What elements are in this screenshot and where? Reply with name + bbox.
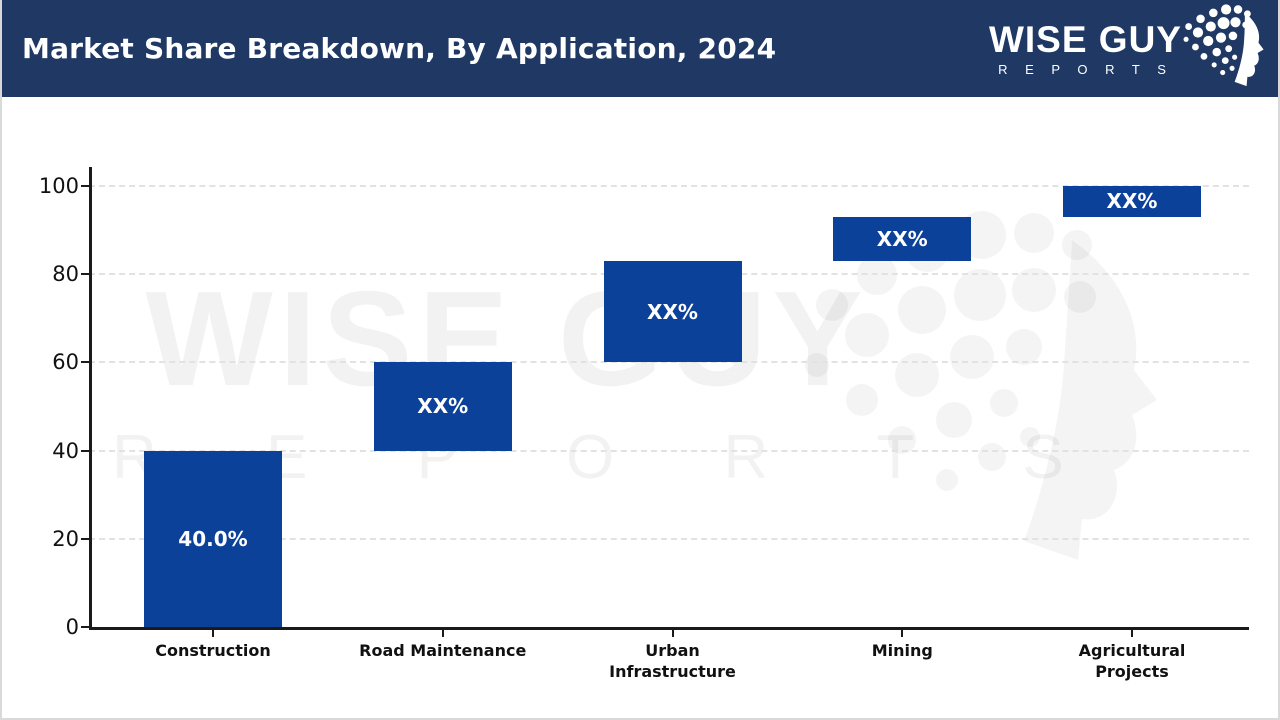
- y-tick-0: [81, 626, 89, 628]
- bar-mining: XX%: [833, 216, 972, 261]
- x-tick-road-maintenance: [441, 630, 444, 637]
- x-tick-urban-infrastructure: [671, 630, 674, 637]
- x-label-agricultural-projects: Agricultural Projects: [1078, 641, 1186, 681]
- x-tick-construction: [212, 630, 214, 637]
- logo-subtitle: R E P O R T S: [998, 61, 1173, 77]
- y-tick-20: [81, 537, 89, 540]
- y-tick-label-80: 80: [52, 262, 79, 287]
- y-tick-label-0: 0: [65, 615, 79, 639]
- x-axis-line: [89, 627, 1249, 630]
- bar-agricultural-projects: XX%: [1063, 186, 1201, 217]
- wise-guy-reports-logo: WISE GUY R E P O R T S: [989, 1, 1264, 97]
- logo-wordmark: WISE GUY: [988, 18, 1182, 60]
- gridline-20: [89, 537, 1249, 540]
- x-tick-agricultural-projects: [1131, 630, 1133, 637]
- gridline-60: [89, 361, 1249, 364]
- bar-value-label-urban-infrastructure: XX%: [647, 299, 698, 324]
- y-tick-label-40: 40: [52, 438, 79, 463]
- bar-value-label-mining: XX%: [876, 226, 928, 251]
- header-bar: Market Share Breakdown, By Application, …: [2, 0, 1278, 97]
- y-axis-line: [89, 167, 92, 630]
- dotted-face-logo-icon: [1178, 1, 1264, 97]
- y-tick-label-100: 100: [38, 174, 79, 198]
- x-label-construction: Construction: [155, 641, 271, 660]
- y-tick-80: [81, 273, 89, 276]
- x-label-urban-infrastructure: Urban Infrastructure: [609, 641, 736, 681]
- gridline-40: [89, 449, 1249, 452]
- bar-road-maintenance: XX%: [373, 362, 512, 451]
- y-tick-40: [81, 449, 89, 452]
- bar-construction: 40.0%: [144, 450, 282, 627]
- x-label-road-maintenance: Road Maintenance: [359, 641, 527, 660]
- y-tick-60: [81, 361, 89, 364]
- x-label-mining: Mining: [871, 641, 933, 660]
- gridline-100: [89, 185, 1249, 187]
- y-tick-100: [81, 185, 89, 187]
- y-tick-label-20: 20: [52, 526, 79, 551]
- bar-value-label-agricultural-projects: XX%: [1106, 189, 1158, 214]
- bar-value-label-construction: 40.0%: [178, 526, 248, 551]
- page-title: Market Share Breakdown, By Application, …: [22, 32, 777, 65]
- bar-value-label-road-maintenance: XX%: [417, 394, 469, 419]
- y-tick-label-60: 60: [52, 350, 79, 375]
- x-tick-mining: [901, 630, 904, 637]
- bar-urban-infrastructure: XX%: [603, 260, 742, 363]
